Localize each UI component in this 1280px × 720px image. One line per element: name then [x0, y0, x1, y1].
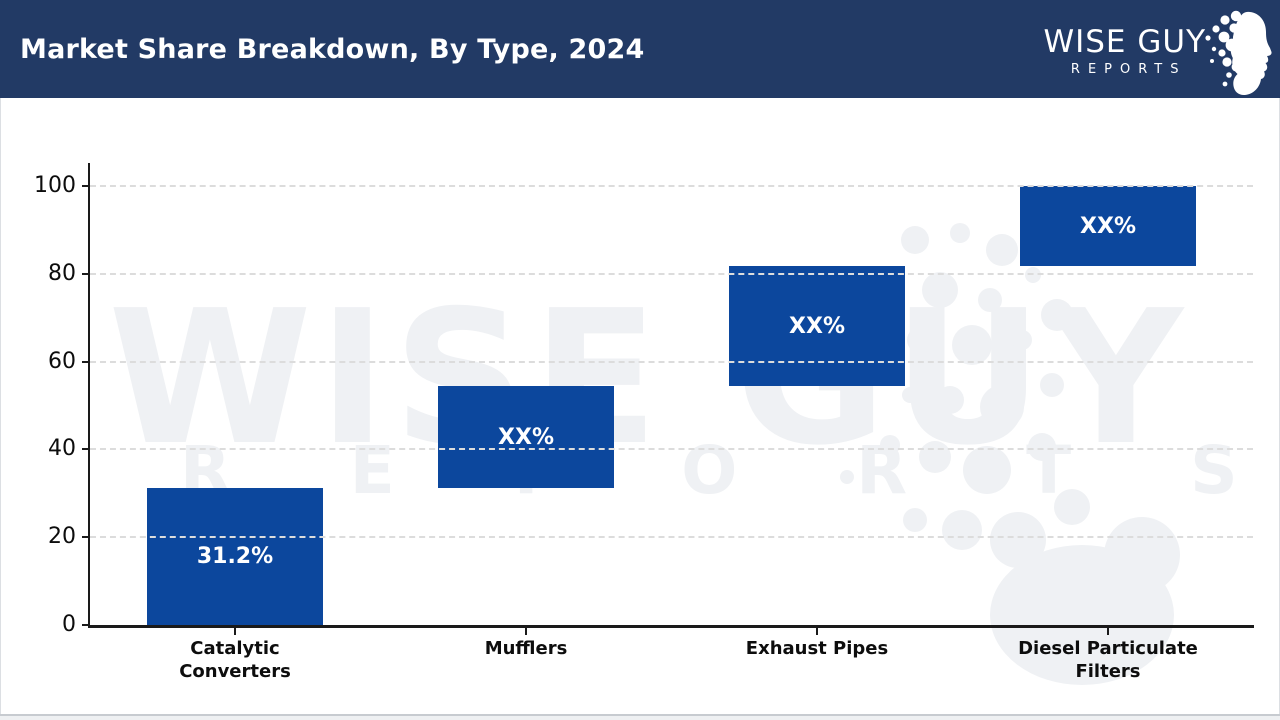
bar-value-label: XX% — [498, 424, 554, 450]
bar-value-label: XX% — [1080, 213, 1136, 239]
x-tick-label-3: Diesel Particulate Filters — [1018, 638, 1198, 682]
bar-catalytic-converters: 31.2% — [147, 488, 323, 625]
bar-exhaust-pipes: XX% — [729, 266, 905, 386]
y-tick-label-80: 80 — [48, 261, 76, 286]
bar-value-label: XX% — [789, 313, 845, 339]
x-axis-line — [88, 625, 1254, 628]
bar-value-label: 31.2% — [196, 544, 274, 569]
left-edge-border — [0, 98, 1, 716]
y-tick-label-20: 20 — [48, 524, 76, 549]
gridline-20 — [90, 536, 1253, 538]
gridline-80 — [90, 273, 1253, 275]
x-tick-0 — [234, 627, 236, 635]
y-tick-60 — [82, 361, 89, 363]
y-axis-line — [88, 163, 90, 627]
page-title: Market Share Breakdown, By Type, 2024 — [20, 33, 645, 65]
y-tick-20 — [82, 536, 89, 538]
x-tick-label-0: Catalytic Converters — [179, 638, 291, 682]
y-tick-label-0: 0 — [62, 612, 76, 637]
bar-diesel-particulate-filters: XX% — [1020, 186, 1196, 266]
x-tick-2 — [816, 627, 818, 635]
header-bar: Market Share Breakdown, By Type, 2024 WI… — [0, 0, 1280, 98]
wise-guy-reports-logo: WISE GUY REPORTS — [1043, 8, 1272, 96]
watermark-wordmark: WISE GUY — [108, 270, 1189, 486]
gridline-40 — [90, 448, 1253, 450]
x-tick-3 — [1107, 627, 1109, 635]
x-tick-1 — [525, 627, 527, 635]
gridline-100 — [90, 185, 1253, 187]
bar-mufflers: XX% — [438, 386, 614, 488]
y-tick-label-60: 60 — [48, 349, 76, 374]
y-tick-80 — [82, 273, 89, 275]
y-tick-0 — [82, 624, 89, 626]
gridline-60 — [90, 361, 1253, 363]
chart-area: WISE GUY R E P O R T S — [0, 98, 1280, 720]
logo-text: WISE GUY REPORTS — [1043, 26, 1206, 77]
y-tick-40 — [82, 448, 89, 450]
y-tick-label-100: 100 — [34, 173, 76, 198]
logo-wordmark: WISE GUY — [1043, 24, 1206, 60]
x-tick-label-2: Exhaust Pipes — [745, 638, 889, 659]
logo-subtitle: REPORTS — [1070, 61, 1187, 77]
y-tick-label-40: 40 — [48, 436, 76, 461]
dotted-head-icon — [1205, 10, 1272, 96]
bottom-edge-border — [0, 714, 1280, 716]
x-tick-label-1: Mufflers — [484, 638, 568, 659]
y-tick-100 — [82, 185, 89, 187]
bottom-edge-strip — [0, 716, 1280, 720]
